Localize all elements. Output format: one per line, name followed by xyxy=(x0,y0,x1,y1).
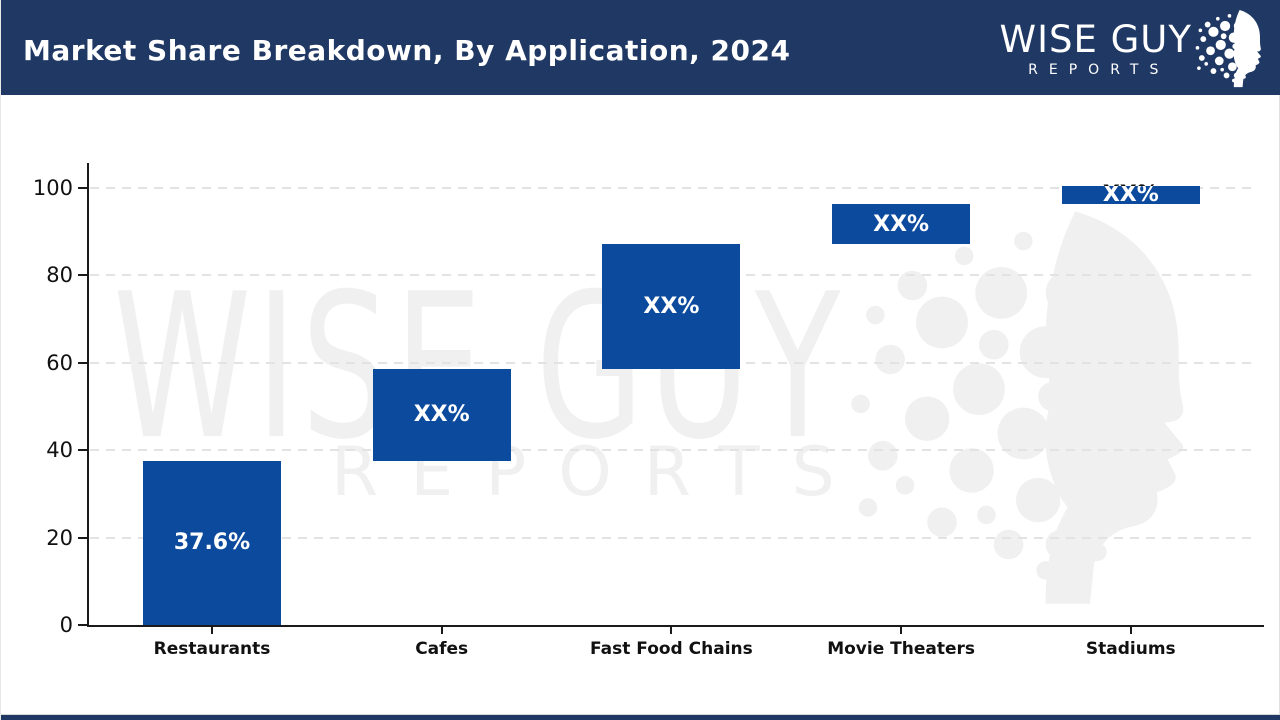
bar-value-label-restaurants: 37.6% xyxy=(173,530,251,556)
logo-wordmark: WISE GUY xyxy=(999,18,1192,61)
x-axis-category-label-fast-food-chains: Fast Food Chains xyxy=(590,639,753,659)
y-axis-tick-60 xyxy=(78,361,88,364)
gridline-20 xyxy=(90,536,1255,539)
x-axis-category-label-stadiums: Stadiums xyxy=(1085,639,1176,659)
x-axis-tick-fast-food-chains xyxy=(670,627,673,634)
x-axis-tick-cafes xyxy=(440,627,443,634)
chart-title: Market Share Breakdown, By Application, … xyxy=(23,34,791,67)
bar-fast-food-chains: XX% xyxy=(602,244,741,369)
x-axis-category-label-cafes: Cafes xyxy=(415,639,469,659)
y-axis-tick-label-0: 0 xyxy=(59,613,73,637)
y-axis-tick-0 xyxy=(78,624,88,626)
y-axis-tick-80 xyxy=(78,274,88,276)
logo-head-icon xyxy=(1189,10,1267,90)
logo: WISE GUY REPORTS xyxy=(1000,6,1267,90)
bar-value-label-movie-theaters: XX% xyxy=(873,211,930,237)
bar-restaurants: 37.6% xyxy=(143,460,281,625)
bar-value-label-cafes: XX% xyxy=(413,402,470,428)
bar-value-label-stadiums: XX% xyxy=(1102,186,1159,204)
footer-bar xyxy=(1,715,1280,720)
header-bar: Market Share Breakdown, By Application, … xyxy=(1,0,1280,95)
footer-divider xyxy=(1,714,1280,715)
gridline-100 xyxy=(90,186,1255,189)
x-axis-line xyxy=(87,625,1264,627)
y-axis-tick-label-40: 40 xyxy=(46,438,73,462)
x-axis-category-label-movie-theaters: Movie Theaters xyxy=(827,639,975,659)
y-axis-tick-40 xyxy=(78,449,88,451)
x-axis-category-label-restaurants: Restaurants xyxy=(153,639,271,659)
bar-value-label-fast-food-chains: XX% xyxy=(643,294,700,319)
y-axis-tick-label-80: 80 xyxy=(46,263,73,287)
x-axis-tick-movie-theaters xyxy=(900,627,903,634)
x-axis-tick-restaurants xyxy=(211,627,213,634)
y-axis-tick-20 xyxy=(78,536,88,539)
logo-text: WISE GUY REPORTS xyxy=(999,18,1192,79)
bar-cafes: XX% xyxy=(372,368,511,461)
logo-subtitle: REPORTS xyxy=(1028,62,1170,78)
gridline-40 xyxy=(90,449,1255,451)
bar-stadiums: XX% xyxy=(1061,186,1200,204)
bar-movie-theaters: XX% xyxy=(832,203,971,245)
y-axis-tick-label-20: 20 xyxy=(46,525,73,550)
y-axis-line xyxy=(87,163,89,627)
x-axis-tick-stadiums xyxy=(1129,627,1132,634)
y-axis-tick-label-60: 60 xyxy=(46,350,73,375)
y-axis-tick-label-100: 100 xyxy=(32,175,73,200)
y-axis-tick-100 xyxy=(78,186,88,189)
